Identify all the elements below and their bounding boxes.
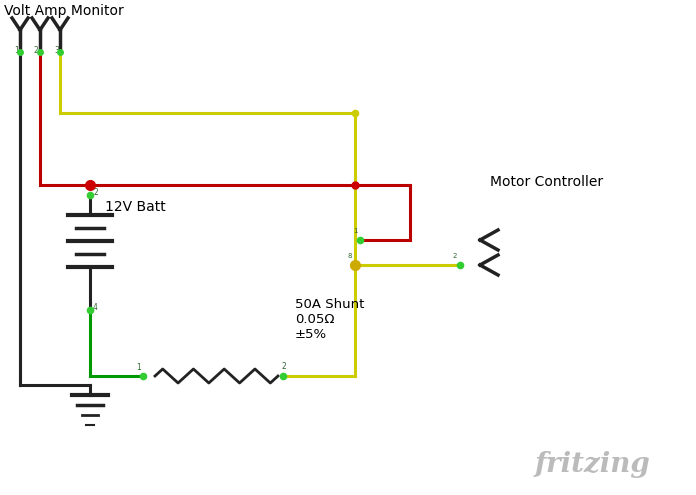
Text: 1: 1 — [14, 46, 19, 55]
Text: 2: 2 — [281, 362, 286, 371]
Text: 2: 2 — [34, 46, 39, 55]
Text: 1: 1 — [136, 363, 141, 372]
Text: 1: 1 — [353, 228, 358, 234]
Text: Motor Controller: Motor Controller — [490, 175, 603, 189]
Text: 8: 8 — [348, 253, 352, 259]
Text: 50A Shunt
0.05Ω
±5%: 50A Shunt 0.05Ω ±5% — [295, 298, 365, 341]
Text: 2: 2 — [453, 253, 457, 259]
Text: 3: 3 — [54, 46, 59, 55]
Text: Volt Amp Monitor: Volt Amp Monitor — [4, 4, 124, 18]
Text: 4: 4 — [93, 303, 98, 312]
Text: 2: 2 — [93, 188, 97, 197]
Text: fritzing: fritzing — [535, 451, 651, 478]
Text: 12V Batt: 12V Batt — [105, 200, 166, 214]
